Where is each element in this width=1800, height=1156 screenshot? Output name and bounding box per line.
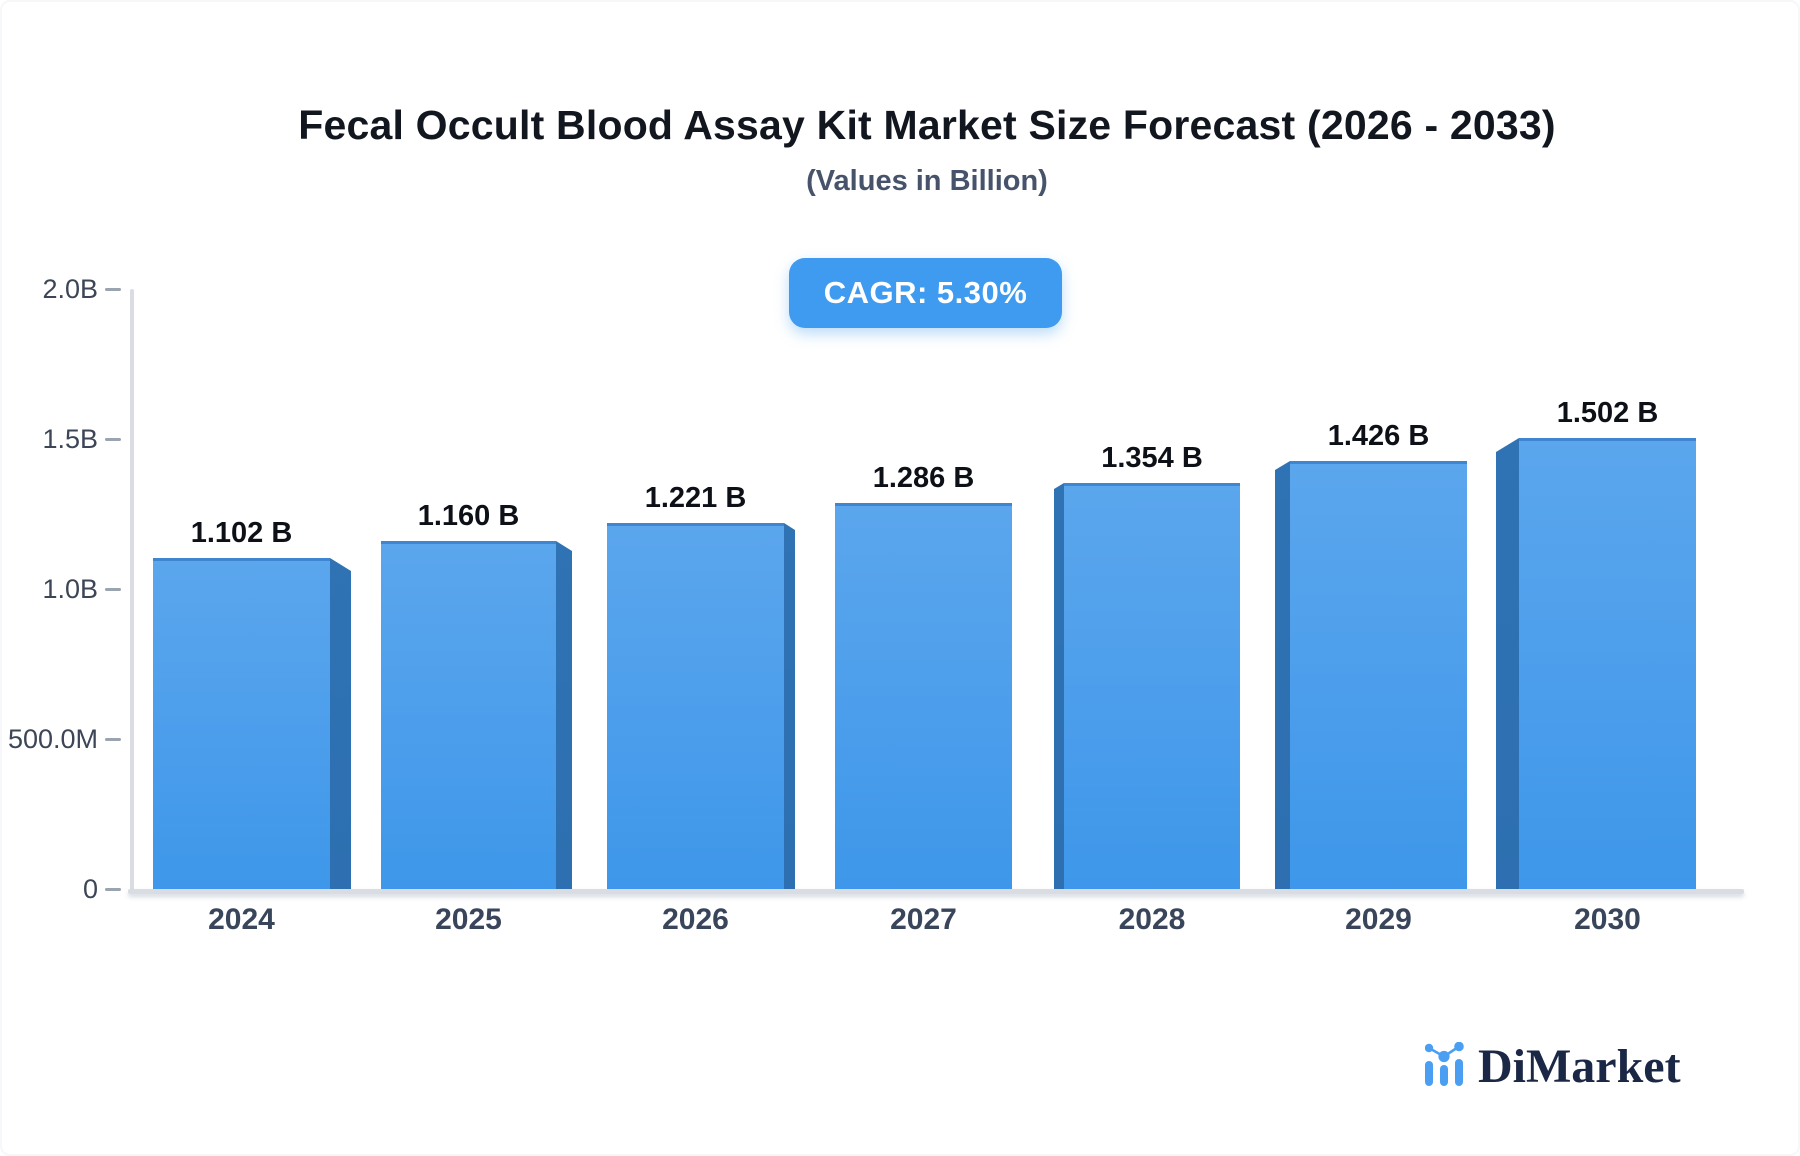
year-label-2024: 2024 (208, 903, 275, 936)
x-axis-line (128, 889, 1744, 894)
bar-side-2025 (556, 541, 572, 889)
bar-side-2026 (784, 523, 795, 889)
value-label-2026: 1.221 B (644, 482, 747, 514)
logo-text: DiMarket (1478, 1040, 1681, 1093)
y-axis-line (130, 289, 134, 891)
y-tick-dash (105, 437, 121, 441)
year-label-2030: 2030 (1574, 903, 1641, 936)
year-label-2028: 2028 (1118, 903, 1186, 936)
y-tick-label: 2.0B (42, 274, 98, 304)
bar-2025 (381, 541, 556, 889)
bar-line-chart-icon (1425, 1042, 1464, 1086)
bar-side-2029 (1275, 461, 1290, 889)
value-label-2029: 1.426 B (1327, 420, 1430, 452)
bar-2024 (153, 558, 330, 889)
cagr-badge-label: CAGR: 5.30% (823, 275, 1028, 310)
bar-2026 (607, 523, 784, 889)
chart-title: Fecal Occult Blood Assay Kit Market Size… (298, 102, 1556, 148)
y-tick-dash (105, 587, 121, 591)
y-tick-label: 500.0M (7, 724, 98, 754)
bar-side-2030 (1496, 438, 1519, 889)
year-label-2027: 2027 (890, 903, 957, 936)
year-label-2025: 2025 (435, 903, 502, 936)
value-label-2025: 1.160 B (417, 500, 520, 532)
dimarket-logo[interactable]: DiMarket (1425, 1042, 1681, 1092)
value-label-2030: 1.502 B (1556, 397, 1659, 429)
y-tick-dash (105, 287, 121, 291)
year-label-2026: 2026 (662, 903, 729, 936)
y-tick-label: 1.0B (42, 574, 98, 604)
bar-2027 (835, 503, 1012, 889)
value-label-2024: 1.102 B (190, 517, 293, 549)
bar-side-2028 (1054, 483, 1064, 889)
bar-2030 (1519, 438, 1696, 889)
bar-2029 (1290, 461, 1467, 889)
bar-2028 (1064, 483, 1240, 889)
value-label-2028: 1.354 B (1101, 442, 1203, 474)
y-tick-label: 1.5B (42, 424, 98, 454)
value-label-2027: 1.286 B (872, 462, 975, 494)
bar-side-2024 (330, 558, 351, 889)
y-tick-dash (105, 737, 121, 741)
y-tick-label: 0 (82, 874, 98, 904)
year-label-2029: 2029 (1345, 903, 1412, 936)
chart-subtitle: (Values in Billion) (806, 165, 1048, 197)
cagr-badge: CAGR: 5.30% (789, 258, 1062, 328)
y-tick-dash (105, 887, 121, 891)
